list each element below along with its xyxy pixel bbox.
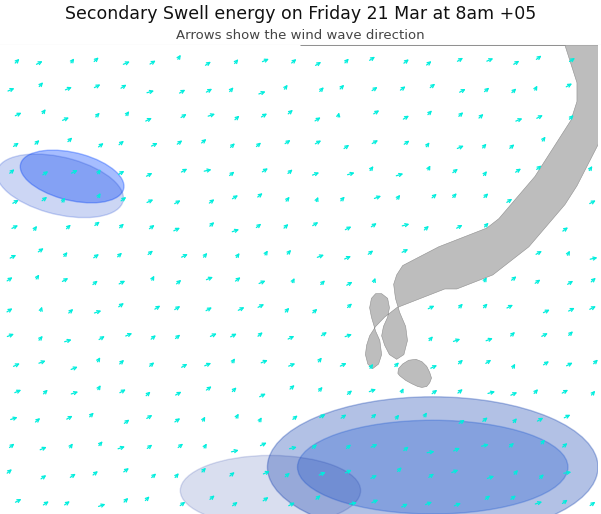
Ellipse shape xyxy=(0,154,123,217)
Bar xyxy=(598,45,601,514)
Text: Arrows show the wind wave direction: Arrows show the wind wave direction xyxy=(176,29,425,42)
Ellipse shape xyxy=(267,397,598,514)
Polygon shape xyxy=(300,45,601,369)
Polygon shape xyxy=(398,359,432,388)
Ellipse shape xyxy=(20,150,124,203)
Ellipse shape xyxy=(180,455,361,514)
Text: Secondary Swell energy on Friday 21 Mar at 8am +05: Secondary Swell energy on Friday 21 Mar … xyxy=(65,6,536,24)
Ellipse shape xyxy=(297,420,568,514)
